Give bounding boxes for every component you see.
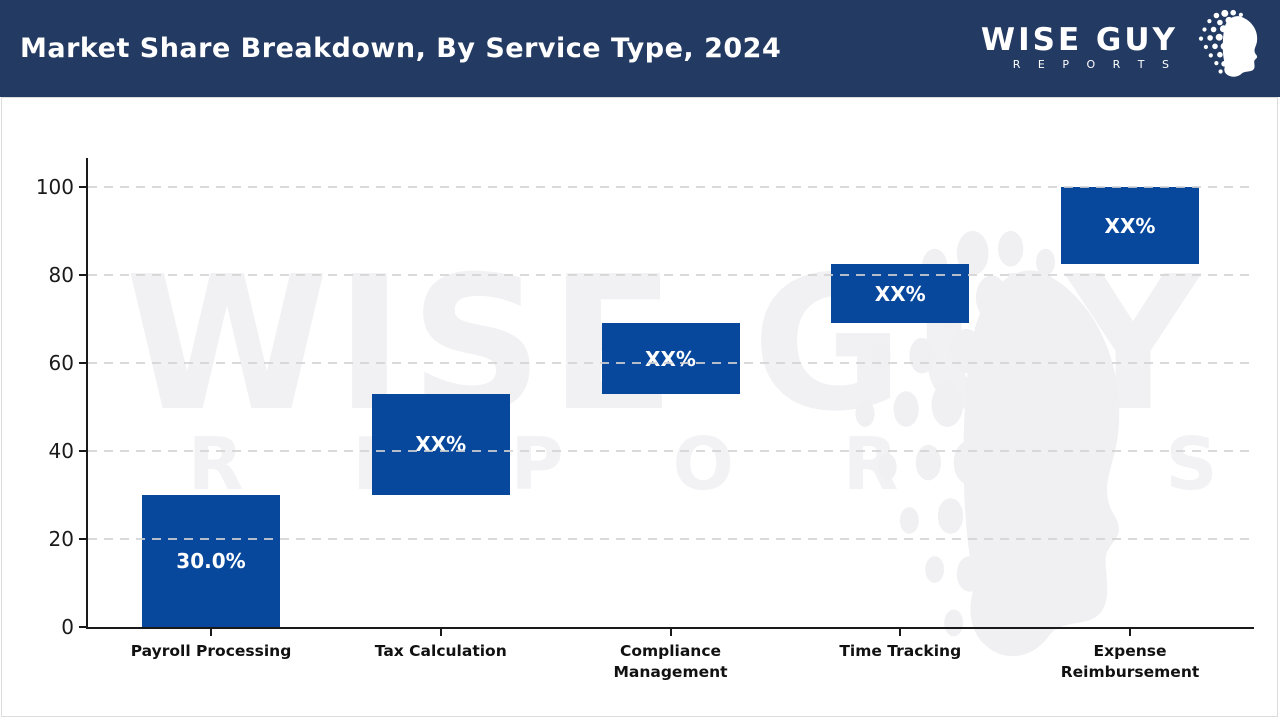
y-tick-label: 20	[48, 527, 74, 551]
y-tick-mark	[79, 450, 87, 452]
x-tick-mark	[669, 629, 672, 636]
x-axis-line	[86, 627, 1254, 629]
bar-value-label: 30.0%	[176, 549, 246, 573]
bar-value-label: XX%	[1104, 213, 1156, 238]
bar: XX%	[601, 323, 740, 394]
bar-value-label: XX%	[874, 281, 926, 306]
bar: XX%	[1061, 187, 1199, 264]
bar-value-label: XX%	[415, 432, 467, 457]
grid-line	[88, 450, 1253, 452]
header-bar: Market Share Breakdown, By Service Type,…	[0, 0, 1280, 97]
y-tick-mark	[79, 538, 87, 540]
grid-line	[88, 274, 1253, 276]
x-tick-mark	[210, 629, 212, 636]
logo-wordmark-main: WISE GUY	[980, 21, 1178, 58]
x-tick-mark	[899, 629, 902, 636]
logo-wordmark: WISE GUY R E P O R T S	[981, 23, 1178, 72]
wiseguy-logo: WISE GUY R E P O R T S	[981, 6, 1264, 88]
y-tick-label: 60	[48, 351, 74, 375]
logo-face-icon	[1180, 6, 1264, 88]
x-category-label: Payroll Processing	[130, 642, 292, 660]
logo-wordmark-sub: R E P O R T S	[1012, 57, 1176, 71]
y-tick-mark	[79, 274, 87, 276]
y-axis-line	[86, 158, 88, 629]
bar: XX%	[831, 264, 970, 324]
y-tick-label: 0	[61, 615, 74, 639]
y-tick-label: 40	[48, 439, 74, 463]
x-category-label: Expense Reimbursement	[1060, 642, 1200, 681]
x-tick-mark	[1129, 629, 1131, 636]
bar: 30.0%	[142, 495, 280, 627]
x-category-label: Tax Calculation	[374, 642, 507, 660]
y-tick-label: 100	[35, 175, 74, 199]
page-title: Market Share Breakdown, By Service Type,…	[20, 33, 782, 64]
y-tick-mark	[79, 626, 87, 628]
grid-line	[88, 186, 1253, 188]
bar: XX%	[371, 393, 510, 495]
grid-line	[88, 538, 1253, 540]
y-tick-mark	[79, 362, 87, 364]
x-tick-mark	[439, 629, 442, 636]
x-category-label: Time Tracking	[839, 642, 962, 660]
grid-line	[88, 362, 1253, 364]
y-tick-mark	[79, 186, 87, 188]
y-tick-label: 80	[48, 263, 74, 287]
bar-value-label: XX%	[645, 346, 696, 371]
x-category-label: Compliance Management	[613, 642, 728, 681]
